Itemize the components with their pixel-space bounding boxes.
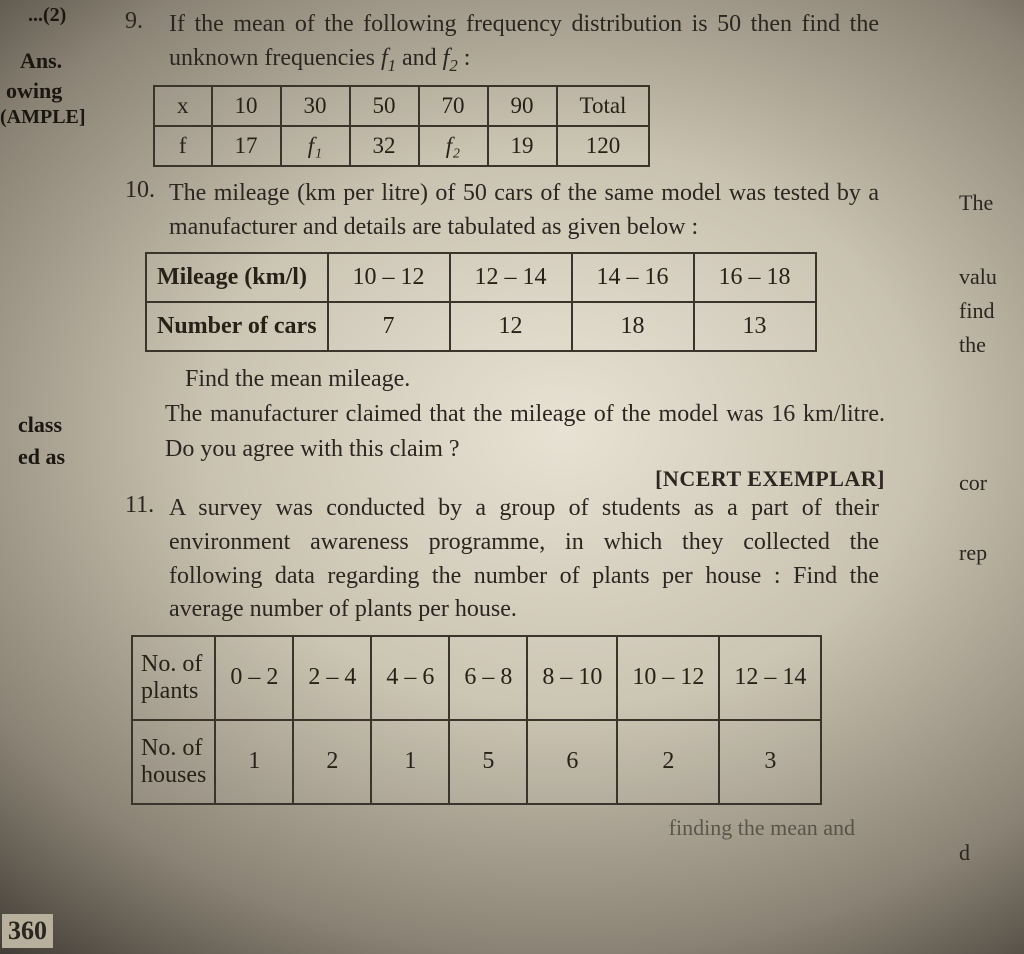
- valu-fragment: valu: [959, 264, 997, 290]
- ans-label: Ans.: [20, 48, 62, 74]
- cell: 10: [212, 86, 281, 126]
- question-9: 9. If the mean of the following frequenc…: [125, 8, 895, 77]
- table-row: No. of plants 0 – 2 2 – 4 4 – 6 6 – 8 8 …: [132, 636, 821, 720]
- cell: 6 – 8: [449, 636, 527, 720]
- q10-text-a: The mileage (km per litre) of 50 cars of…: [169, 177, 879, 244]
- cell: 10 – 12: [617, 636, 719, 720]
- cell: 8 – 10: [527, 636, 617, 720]
- cell: 90: [488, 86, 557, 126]
- cell: No. of plants: [132, 636, 215, 720]
- cell: 12 – 14: [719, 636, 821, 720]
- cell: 5: [449, 720, 527, 804]
- edas-fragment: ed as: [18, 444, 65, 470]
- find-fragment: find: [959, 298, 994, 324]
- cell: 12: [450, 302, 572, 351]
- cor-fragment: cor: [959, 470, 987, 496]
- cell: 10 – 12: [328, 253, 450, 302]
- cell: x: [154, 86, 212, 126]
- q10-text-c: The manufacturer claimed that the mileag…: [165, 397, 885, 467]
- ample-fragment: (AMPLE]: [0, 106, 86, 129]
- cell: Number of cars: [146, 302, 328, 351]
- owing-fragment: owing: [6, 78, 62, 104]
- cell: No. of houses: [132, 720, 215, 804]
- cell: 1: [215, 720, 293, 804]
- cell: 17: [212, 126, 281, 166]
- cell: f: [154, 126, 212, 166]
- cell: 3: [719, 720, 821, 804]
- rep-fragment: rep: [959, 540, 987, 566]
- cell: 2: [293, 720, 371, 804]
- page: ...(2) Ans. owing (AMPLE] class ed as 36…: [0, 0, 1024, 954]
- q11-table: No. of plants 0 – 2 2 – 4 4 – 6 6 – 8 8 …: [131, 635, 822, 805]
- question-11: 11. A survey was conducted by a group of…: [125, 492, 895, 626]
- the-fragment: The: [959, 190, 993, 216]
- question-10: 10. The mileage (km per litre) of 50 car…: [125, 177, 895, 244]
- class-fragment: class: [18, 412, 62, 438]
- q9-number: 9.: [125, 8, 165, 35]
- cell: 70: [419, 86, 488, 126]
- table-row: Mileage (km/l) 10 – 12 12 – 14 14 – 16 1…: [146, 253, 816, 302]
- cell: 32: [350, 126, 419, 166]
- cell: 12 – 14: [450, 253, 572, 302]
- q9-f1: f: [381, 45, 388, 71]
- cell: 50: [350, 86, 419, 126]
- ncert-tag: [NCERT EXEMPLAR]: [125, 466, 885, 492]
- cell: Total: [557, 86, 650, 126]
- table-row: f 17 f₁ 32 f₂ 19 120: [154, 126, 649, 166]
- content-area: 9. If the mean of the following frequenc…: [125, 0, 895, 841]
- q9-text-a: If the mean of the following frequency d…: [169, 11, 879, 71]
- q10-text-b: Find the mean mileage.: [185, 362, 885, 397]
- q9-f2-sub: 2: [449, 55, 457, 74]
- q9-table: x 10 30 50 70 90 Total f 17 f₁ 32 f₂ 19 …: [153, 85, 650, 167]
- q9-colon: :: [458, 45, 471, 71]
- marker-2: ...(2): [28, 4, 66, 27]
- cell: 18: [572, 302, 694, 351]
- q11-text-a: A survey was conducted by a group of stu…: [169, 492, 879, 626]
- cell: 13: [694, 302, 816, 351]
- cell: 30: [281, 86, 350, 126]
- q11-number: 11.: [125, 492, 165, 519]
- q11-trail: finding the mean and: [125, 815, 855, 841]
- q10-table: Mileage (km/l) 10 – 12 12 – 14 14 – 16 1…: [145, 252, 817, 352]
- cell: Mileage (km/l): [146, 253, 328, 302]
- cell: 2: [617, 720, 719, 804]
- q9-f1-sub: 1: [388, 55, 396, 74]
- cell: 16 – 18: [694, 253, 816, 302]
- cell: 1: [371, 720, 449, 804]
- cell: 0 – 2: [215, 636, 293, 720]
- left-margin: ...(2) Ans. owing (AMPLE] class ed as 36…: [0, 0, 120, 954]
- table-row: x 10 30 50 70 90 Total: [154, 86, 649, 126]
- cell: 120: [557, 126, 650, 166]
- table-row: Number of cars 7 12 18 13: [146, 302, 816, 351]
- the2-fragment: the: [959, 332, 986, 358]
- cell: 7: [328, 302, 450, 351]
- page-number-360: 360: [2, 914, 53, 948]
- q10-number: 10.: [125, 177, 165, 204]
- q9-text: If the mean of the following frequency d…: [169, 8, 879, 77]
- cell: 14 – 16: [572, 253, 694, 302]
- cell: f₂: [419, 126, 488, 166]
- cell: f₁: [281, 126, 350, 166]
- cell: 6: [527, 720, 617, 804]
- table-row: No. of houses 1 2 1 5 6 2 3: [132, 720, 821, 804]
- d-fragment: d: [959, 840, 970, 866]
- cell: 4 – 6: [371, 636, 449, 720]
- cell: 19: [488, 126, 557, 166]
- q9-and: and: [396, 45, 443, 71]
- cell: 2 – 4: [293, 636, 371, 720]
